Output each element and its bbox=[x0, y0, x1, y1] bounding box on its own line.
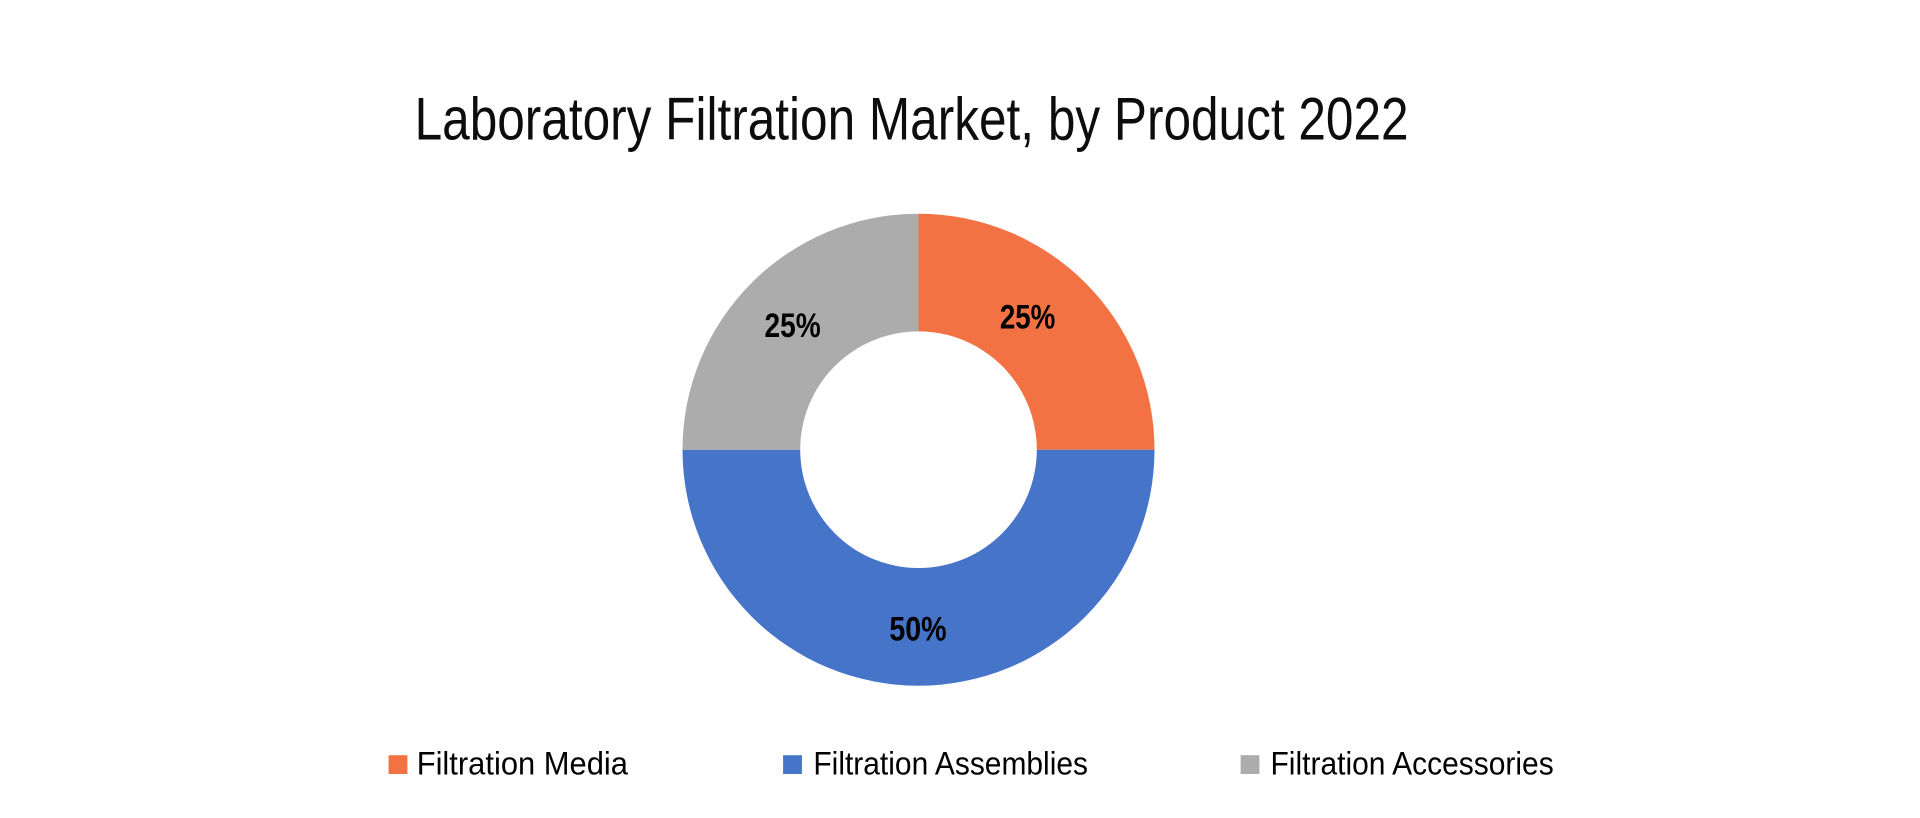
svg-text:25%: 25% bbox=[1000, 299, 1056, 337]
svg-text:Laboratory Filtration Market,: Laboratory Filtration Market, by Product… bbox=[415, 86, 1409, 153]
svg-text:Filtration Media: Filtration Media bbox=[417, 746, 628, 782]
svg-text:Filtration Accessories: Filtration Accessories bbox=[1271, 746, 1554, 782]
svg-text:Filtration Assemblies: Filtration Assemblies bbox=[813, 746, 1088, 782]
svg-text:25%: 25% bbox=[765, 307, 821, 345]
svg-text:50%: 50% bbox=[889, 611, 946, 649]
